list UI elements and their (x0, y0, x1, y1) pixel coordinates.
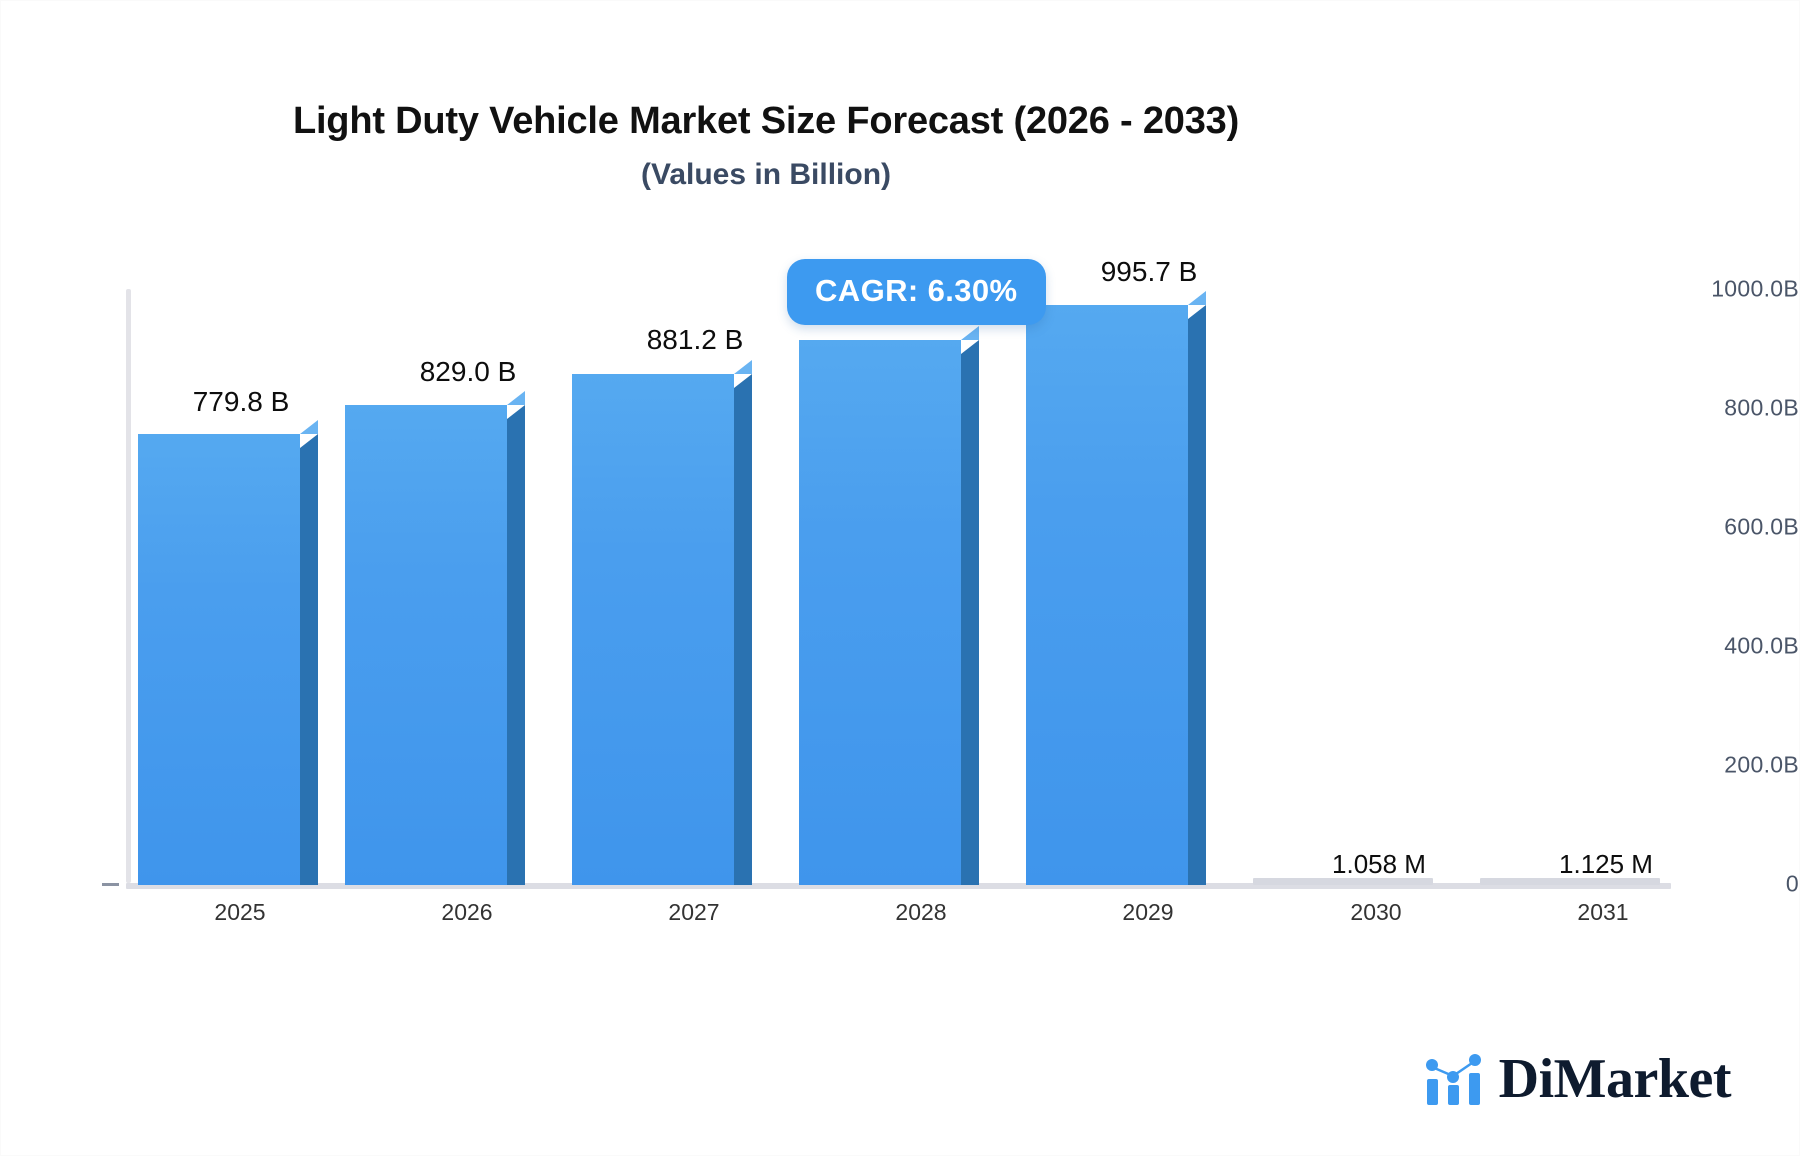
bar-top-face (961, 326, 979, 340)
x-label-2030: 2030 (1350, 899, 1402, 925)
bar-side-panel (961, 340, 979, 885)
bar-2027[interactable] (572, 360, 752, 885)
bar-side-panel (300, 434, 318, 885)
value-label-2026: 829.0 B (419, 356, 517, 387)
x-label-2027: 2027 (668, 899, 720, 925)
value-label-2030: 1.058 M (1332, 849, 1426, 879)
bar-face (799, 340, 961, 885)
chart-subtitle: (Values in Billion) (640, 157, 892, 191)
bar-side-panel (734, 374, 752, 885)
y-tick-200: 200.0B (1724, 751, 1799, 778)
y-tick-400: 400.0B (1724, 632, 1799, 659)
bar-face (572, 374, 734, 885)
bar-face (1026, 305, 1188, 885)
bar-top-face (734, 360, 752, 374)
bar-face (138, 434, 300, 885)
bar-2031[interactable] (1480, 878, 1660, 885)
y-axis-line (126, 289, 131, 883)
bar-side-panel (507, 405, 525, 885)
bar-2029[interactable] (1026, 291, 1206, 885)
bar-top-face (507, 391, 525, 405)
y-tick-0: 0 (1785, 870, 1799, 897)
bar-flat (1253, 878, 1433, 885)
bar-2028[interactable] (799, 326, 979, 885)
logo-wordmark: DiMarket (1498, 1048, 1732, 1110)
bar-face (345, 405, 507, 885)
y-tick-800: 800.0B (1724, 394, 1799, 421)
x-label-2031: 2031 (1577, 899, 1629, 925)
brand-logo: DiMarket (1423, 1048, 1732, 1110)
plot-area (126, 289, 1671, 889)
x-label-2026: 2026 (441, 899, 493, 925)
value-label-2029: 995.7 B (1100, 256, 1198, 287)
bar-top-face (1188, 291, 1206, 305)
value-label-2025: 779.8 B (192, 386, 290, 417)
bar-side-panel (1188, 305, 1206, 885)
bar-flat (1480, 878, 1660, 885)
value-label-2031: 1.125 M (1559, 849, 1653, 879)
chart-title: Light Duty Vehicle Market Size Forecast … (292, 100, 1240, 142)
value-label-2027: 881.2 B (646, 324, 744, 355)
y-tick-600: 600.0B (1724, 513, 1799, 540)
bar-chart-icon (1425, 1054, 1481, 1105)
bar-2030[interactable] (1253, 878, 1433, 885)
zero-tick-mark (102, 883, 119, 886)
bar-top-face (300, 420, 318, 434)
title-block: Light Duty Vehicle Market Size Forecast … (1, 99, 1531, 193)
x-label-2029: 2029 (1122, 899, 1174, 925)
cagr-badge[interactable]: CAGR: 6.30% (787, 259, 1046, 325)
bar-2026[interactable] (345, 391, 525, 885)
x-axis-line (126, 883, 1671, 889)
x-label-2028: 2028 (895, 899, 947, 925)
x-label-2025: 2025 (214, 899, 266, 925)
bar-2025[interactable] (138, 420, 318, 885)
y-tick-1000: 1000.0B (1711, 275, 1799, 302)
